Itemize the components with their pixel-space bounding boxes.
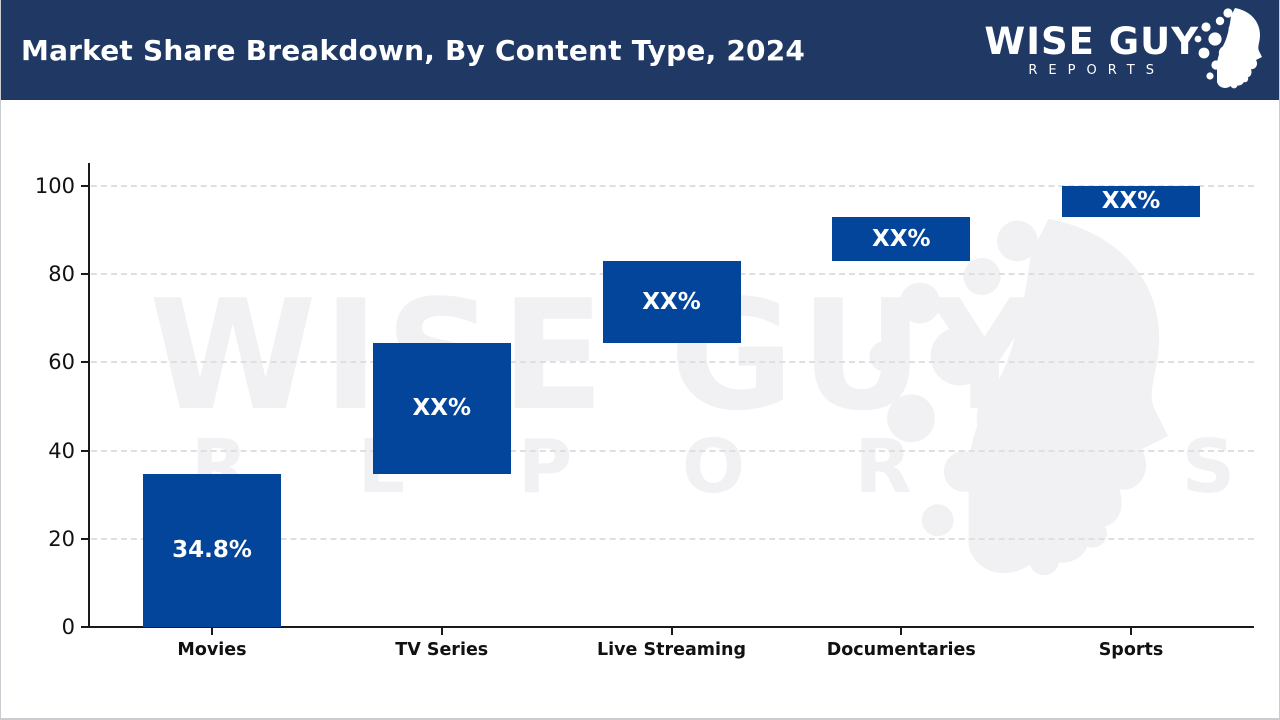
category-label: Documentaries [826,640,976,660]
y-tick-label: 100 [34,174,75,198]
logo-name: WISE GUY [984,19,1199,63]
gridline [91,361,1254,364]
logo-tagline: REPORTS [1028,62,1165,78]
bar: XX% [602,260,741,343]
y-tick [81,626,89,628]
category-label: Sports [1098,640,1164,660]
y-tick-label: 60 [48,350,75,375]
y-tick [81,449,89,452]
chart-title: Market Share Breakdown, By Content Type,… [21,33,806,67]
category-label: Live Streaming [596,640,746,660]
x-tick [211,627,213,635]
bar-value-label: 34.8% [172,537,252,564]
brand-logo: WISE GUY REPORTS [984,6,1263,94]
y-tick-label: 40 [48,438,75,463]
y-tick-label: 0 [61,615,75,639]
gridline [91,537,1254,540]
y-tick [81,185,89,187]
category-label: TV Series [395,640,489,660]
category-label: Movies [177,640,247,660]
logo-wordmark: WISE GUY REPORTS [984,23,1199,78]
x-tick [670,627,673,635]
x-tick [900,627,903,635]
bar-value-label: XX% [642,288,701,315]
header-bar: Market Share Breakdown, By Content Type,… [1,0,1279,100]
logo-head-icon [1194,8,1262,89]
bar-value-label: XX% [871,225,931,252]
bar-value-label: XX% [412,395,471,422]
bar-value-label: XX% [1101,188,1161,215]
y-tick [81,273,89,276]
bar: 34.8% [143,473,281,627]
y-tick [81,361,89,364]
bar: XX% [372,342,511,474]
y-tick-label: 20 [48,526,75,551]
x-tick [440,627,443,635]
gridline [91,449,1254,452]
gridline [91,185,1254,187]
y-tick-label: 80 [48,262,75,287]
bar: XX% [832,216,971,261]
x-tick [1130,627,1132,635]
bar: XX% [1062,186,1200,217]
y-axis-line [88,163,90,627]
y-tick [81,537,89,540]
